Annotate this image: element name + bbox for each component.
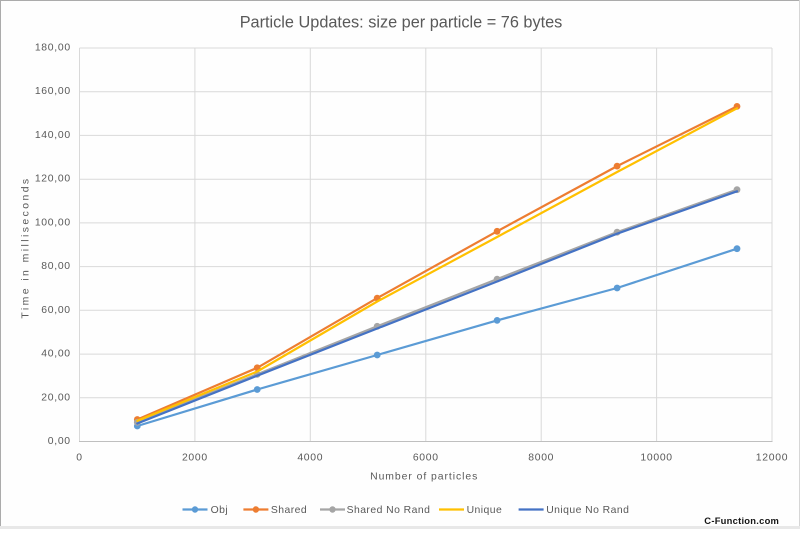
svg-text:Time in milliseconds: Time in milliseconds [21, 176, 32, 318]
svg-text:4000: 4000 [297, 452, 323, 463]
svg-text:C-Function.com: C-Function.com [704, 515, 779, 526]
svg-text:180,00: 180,00 [35, 43, 71, 54]
svg-text:Particle Updates: size per par: Particle Updates: size per particle = 76… [240, 14, 563, 32]
svg-text:40,00: 40,00 [41, 349, 71, 360]
svg-text:Unique: Unique [467, 505, 503, 516]
svg-text:10000: 10000 [640, 452, 672, 463]
svg-text:120,00: 120,00 [35, 174, 71, 185]
svg-text:100,00: 100,00 [35, 217, 71, 228]
svg-text:Number of particles: Number of particles [370, 472, 478, 483]
svg-text:80,00: 80,00 [41, 261, 71, 272]
svg-text:160,00: 160,00 [35, 86, 71, 97]
svg-text:2000: 2000 [182, 452, 208, 463]
svg-text:Shared No Rand: Shared No Rand [347, 505, 431, 516]
svg-text:20,00: 20,00 [41, 392, 71, 403]
svg-text:0,00: 0,00 [48, 436, 71, 447]
svg-text:0: 0 [76, 452, 82, 463]
svg-text:8000: 8000 [528, 452, 554, 463]
svg-text:Obj: Obj [211, 505, 229, 516]
svg-text:140,00: 140,00 [35, 130, 71, 141]
svg-text:Unique No Rand: Unique No Rand [546, 505, 629, 516]
svg-text:Shared: Shared [271, 505, 307, 516]
svg-text:6000: 6000 [413, 452, 439, 463]
svg-text:60,00: 60,00 [41, 305, 71, 316]
svg-text:12000: 12000 [756, 452, 788, 463]
